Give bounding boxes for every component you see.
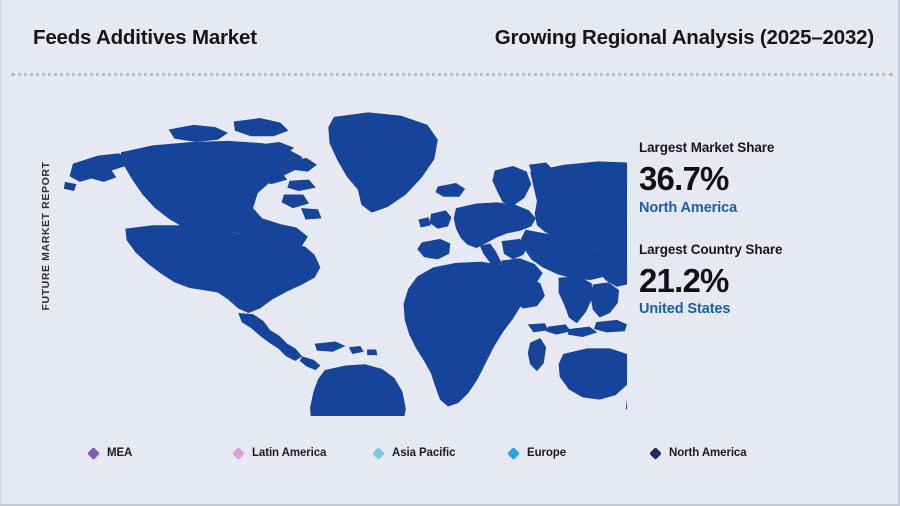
- legend-dot-icon: [372, 446, 385, 460]
- legend-item-mea: MEA: [87, 446, 133, 460]
- map-landmasses: [63, 112, 627, 416]
- legend-item-north-america: North America: [649, 446, 747, 460]
- legend-item-europe: Europe: [507, 446, 567, 460]
- world-map: [57, 96, 627, 416]
- legend-item-label: Latin America: [252, 447, 327, 459]
- page-subtitle: Growing Regional Analysis (2025–2032): [494, 26, 874, 49]
- legend-dot-icon: [232, 446, 245, 460]
- legend-item-label: Europe: [527, 447, 567, 459]
- header-divider: [11, 73, 893, 76]
- legend-dot-icon: [507, 446, 520, 460]
- stats-panel: Largest Market Share 36.7% North America…: [639, 140, 889, 343]
- page-title: Feeds Additives Market: [33, 26, 257, 49]
- legend-item-label: Asia Pacific: [392, 447, 456, 459]
- stat-block-market-share: Largest Market Share 36.7% North America: [639, 140, 889, 216]
- legend-item-asia-pacific: Asia Pacific: [372, 446, 456, 460]
- stat-value: 36.7%: [639, 160, 729, 197]
- brand-watermark: FUTURE MARKET REPORT: [40, 161, 52, 311]
- stat-value: 21.2%: [639, 261, 729, 299]
- legend-item-label: North America: [669, 447, 747, 459]
- legend-dot-icon: [87, 446, 100, 460]
- stat-label: Largest Market Share: [639, 140, 775, 155]
- map-legend: MEA Latin America Asia Pacific Europe No…: [87, 446, 789, 467]
- legend-dot-icon: [649, 446, 662, 460]
- stat-region: North America: [639, 199, 738, 216]
- stat-label: Largest Country Share: [639, 241, 783, 257]
- legend-item-latin-america: Latin America: [232, 446, 327, 460]
- stat-block-country-share: Largest Country Share 21.2% United State…: [639, 242, 889, 318]
- legend-item-label: MEA: [107, 447, 133, 459]
- stat-region: United States: [639, 301, 731, 318]
- header-bar: Feeds Additives Market Growing Regional …: [1, 0, 898, 76]
